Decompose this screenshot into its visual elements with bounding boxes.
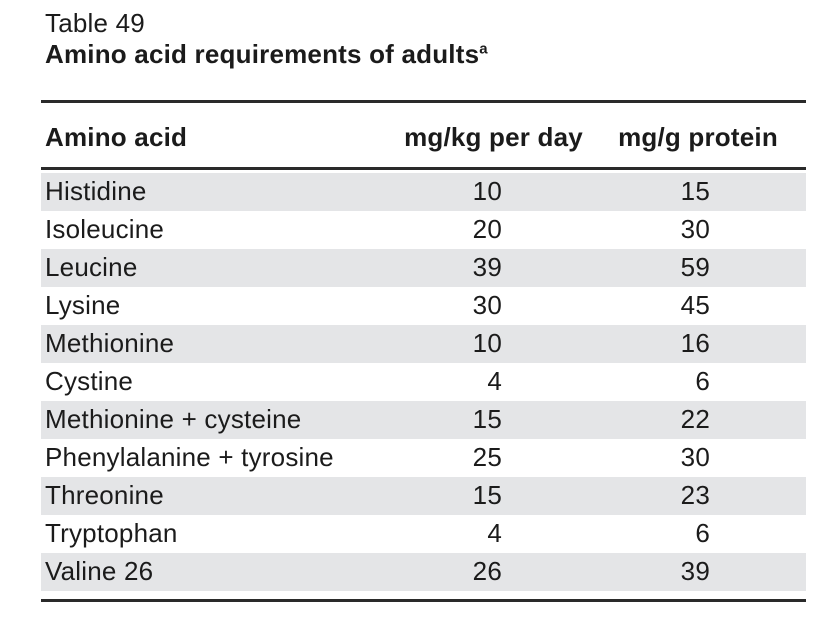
table-row: Histidine 10 15	[41, 172, 806, 211]
mg-kg-per-day-cell: 26	[381, 552, 606, 591]
mg-kg-per-day-cell: 4	[487, 366, 502, 396]
mg-g-protein-cell: 45	[680, 290, 710, 320]
mg-g-protein-cell: 59	[606, 248, 806, 287]
mg-kg-per-day-cell: 39	[381, 248, 606, 287]
footnote-marker: a	[479, 40, 488, 58]
mg-kg-per-day-cell: 15	[381, 476, 606, 515]
table-row: Methionine + cysteine 15 22	[41, 400, 806, 439]
mg-kg-per-day-cell: 20	[472, 214, 502, 244]
amino-acid-requirements-table: Amino acid mg/kg per day mg/g protein Hi…	[41, 100, 806, 602]
table-title: Amino acid requirements of adultsa	[45, 39, 824, 70]
mg-g-protein-cell: 39	[606, 552, 806, 591]
table-row: Lysine 30 45	[41, 287, 806, 325]
column-header-mg-g-protein: mg/g protein	[606, 100, 806, 170]
amino-acid-cell: Histidine	[41, 172, 381, 211]
mg-g-protein-cell: 6	[695, 366, 710, 396]
table-title-text: Amino acid requirements of adults	[45, 39, 480, 69]
table-number: Table 49	[45, 8, 145, 38]
table-body: Histidine 10 15 Isoleucine 20 30 Leucine 39 59 Ly…	[41, 168, 806, 601]
table-row: Methionine 10 16	[41, 324, 806, 363]
mg-kg-per-day-cell: 25	[472, 442, 502, 472]
column-header-amino-acid: Amino acid	[41, 100, 381, 170]
mg-kg-per-day-cell: 15	[381, 400, 606, 439]
mg-g-protein-cell: 23	[606, 476, 806, 515]
amino-acid-cell: Lysine	[45, 290, 121, 320]
mg-g-protein-cell: 16	[606, 324, 806, 363]
amino-acid-cell: Methionine + cysteine	[41, 400, 381, 439]
mg-g-protein-cell: 6	[695, 518, 710, 548]
mg-g-protein-cell: 30	[680, 442, 710, 472]
amino-acid-cell: Isoleucine	[45, 214, 165, 244]
table-caption: Table 49 Amino acid requirements of adul…	[45, 8, 824, 70]
header-row: Amino acid mg/kg per day mg/g protein	[41, 100, 806, 170]
table-row: Phenylalanine + tyrosine 25 30	[41, 439, 806, 477]
table-row: Valine 26 26 39	[41, 552, 806, 591]
document-page: Table 49 Amino acid requirements of adul…	[0, 8, 824, 629]
table-row: Threonine 15 23	[41, 476, 806, 515]
amino-acid-cell: Threonine	[41, 476, 381, 515]
amino-acid-cell: Phenylalanine + tyrosine	[45, 442, 334, 472]
spacer-row-top	[41, 168, 806, 173]
table-row: Cystine 4 6	[41, 363, 806, 401]
table-row: Tryptophan 4 6	[41, 515, 806, 553]
column-header-mg-kg-per-day: mg/kg per day	[381, 100, 606, 170]
table-row: Isoleucine 20 30	[41, 211, 806, 249]
mg-kg-per-day-cell: 30	[472, 290, 502, 320]
table-row: Leucine 39 59	[41, 248, 806, 287]
mg-g-protein-cell: 22	[606, 400, 806, 439]
amino-acid-cell: Cystine	[45, 366, 134, 396]
mg-kg-per-day-cell: 10	[381, 172, 606, 211]
amino-acid-cell: Tryptophan	[45, 518, 178, 548]
mg-g-protein-cell: 30	[680, 214, 710, 244]
mg-kg-per-day-cell: 10	[381, 324, 606, 363]
amino-acid-cell: Methionine	[41, 324, 381, 363]
amino-acid-cell: Leucine	[41, 248, 381, 287]
amino-acid-cell: Valine 26	[41, 552, 381, 591]
mg-g-protein-cell: 15	[606, 172, 806, 211]
spacer-row-bottom	[41, 590, 806, 601]
mg-kg-per-day-cell: 4	[487, 518, 502, 548]
